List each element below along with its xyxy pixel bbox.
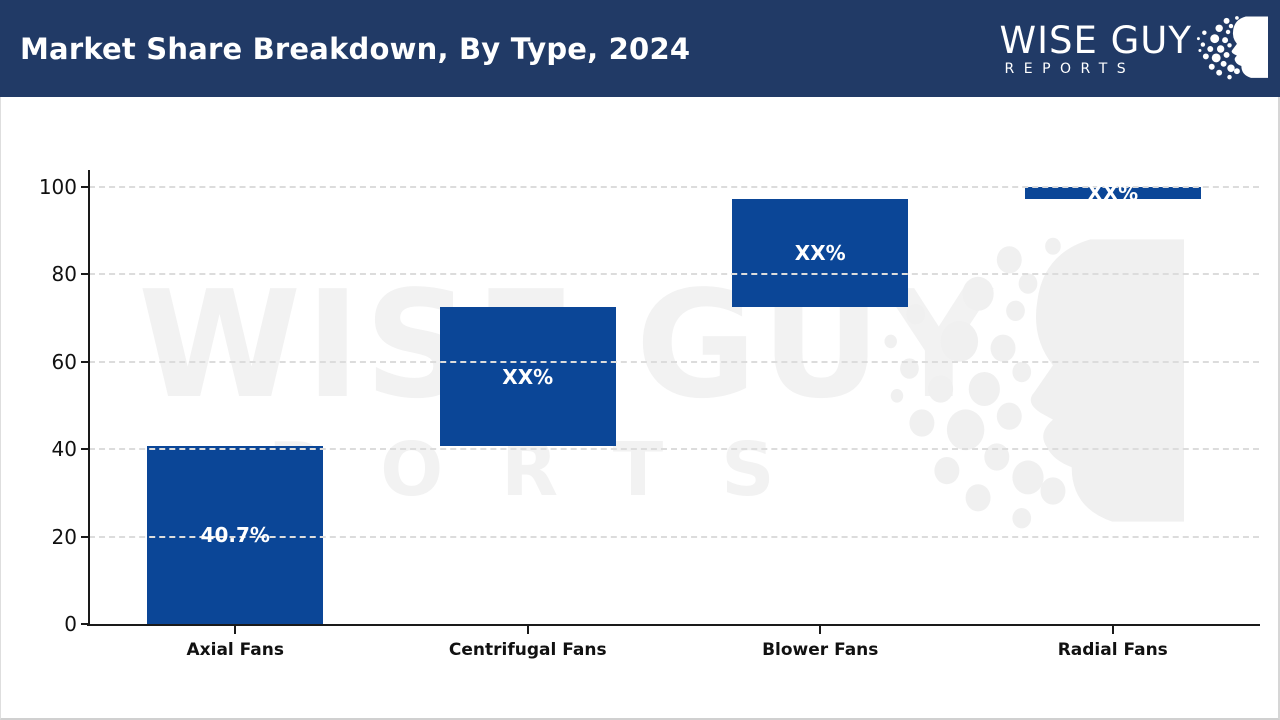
y-axis-spine bbox=[88, 170, 90, 624]
bar-blower-fans bbox=[732, 198, 909, 308]
gridline-40 bbox=[89, 448, 1259, 451]
gridline-20 bbox=[89, 535, 1259, 538]
y-tick-80 bbox=[81, 273, 89, 276]
x-tick-3 bbox=[1111, 626, 1114, 634]
y-tick-label: 20 bbox=[51, 524, 77, 549]
header-bar: Market Share Breakdown, By Type, 2024 WI… bbox=[0, 0, 1280, 97]
bar-radial-fans bbox=[1024, 187, 1201, 199]
brand-dotted-face-icon bbox=[1196, 15, 1268, 79]
x-tick-label: Blower Fans bbox=[762, 640, 879, 660]
chart-area: WISE GUY PORTS 0 20 40 60 80 100 40.7% Axial Fa… bbox=[0, 97, 1280, 720]
bar-value-label: XX% bbox=[794, 240, 846, 265]
x-tick-label: Centrifugal Fans bbox=[448, 640, 607, 660]
x-tick-label: Axial Fans bbox=[186, 640, 284, 660]
y-tick-100 bbox=[81, 186, 89, 188]
y-tick-0 bbox=[81, 623, 89, 625]
x-tick-2 bbox=[819, 626, 822, 634]
y-tick-40 bbox=[81, 448, 89, 451]
brand-logo: WISE GUY REPORTS bbox=[1000, 7, 1268, 91]
x-tick-1 bbox=[526, 626, 529, 634]
brand-subtitle: REPORTS bbox=[1004, 60, 1136, 77]
x-tick-label: Radial Fans bbox=[1057, 640, 1168, 660]
brand-name: WISE GUY bbox=[999, 18, 1192, 62]
watermark-dotted-face-icon bbox=[884, 237, 1184, 529]
bar-value-label: XX% bbox=[502, 364, 554, 389]
y-tick-label: 100 bbox=[38, 175, 77, 199]
gridline-60 bbox=[89, 360, 1259, 363]
page-title: Market Share Breakdown, By Type, 2024 bbox=[20, 31, 691, 66]
y-tick-label: 60 bbox=[51, 349, 77, 374]
gridline-80 bbox=[89, 273, 1259, 276]
brand-logo-text: WISE GUY REPORTS bbox=[1000, 22, 1192, 76]
y-tick-60 bbox=[81, 360, 89, 363]
bar-value-label: XX% bbox=[1087, 180, 1139, 205]
bar-centrifugal-fans bbox=[439, 307, 616, 447]
y-tick-label: 40 bbox=[51, 437, 77, 462]
y-tick-label: 0 bbox=[64, 612, 77, 636]
bar-axial-fans bbox=[147, 446, 324, 624]
x-tick-0 bbox=[234, 626, 237, 634]
y-tick-label: 80 bbox=[51, 262, 77, 287]
bar-value-label: 40.7% bbox=[200, 523, 270, 548]
y-tick-20 bbox=[81, 535, 89, 538]
gridline-100 bbox=[89, 186, 1259, 188]
x-axis-spine bbox=[87, 624, 1260, 626]
